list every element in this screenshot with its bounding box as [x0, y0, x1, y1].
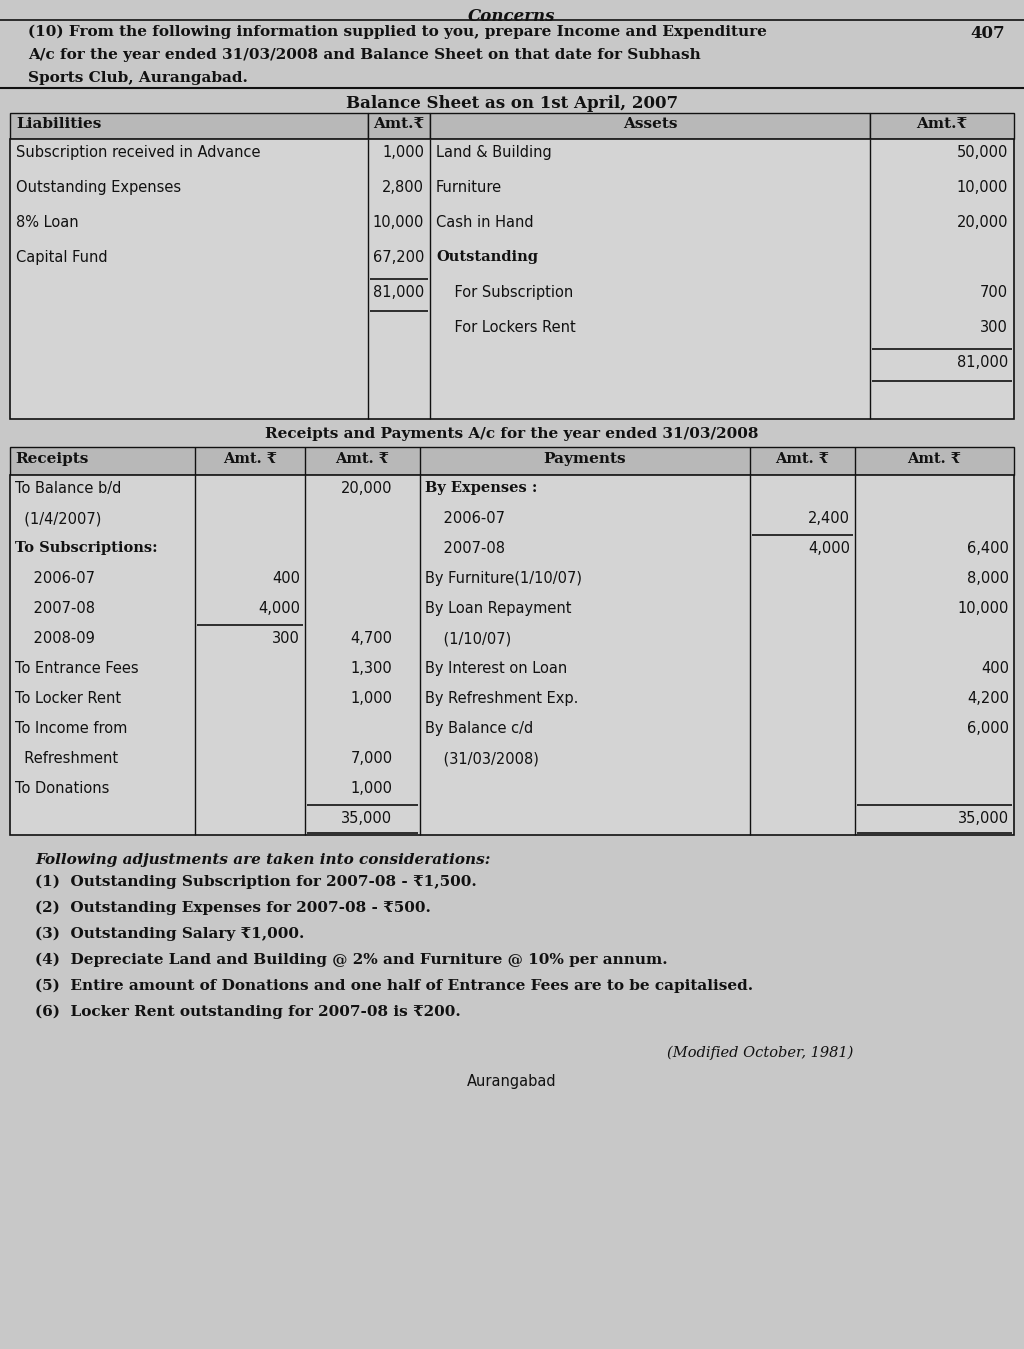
Text: Liabilities: Liabilities — [16, 117, 101, 131]
Text: Land & Building: Land & Building — [436, 144, 552, 161]
Text: By Refreshment Exp.: By Refreshment Exp. — [425, 691, 579, 706]
Text: (Modified October, 1981): (Modified October, 1981) — [667, 1045, 853, 1060]
Text: 81,000: 81,000 — [373, 285, 424, 299]
Text: 300: 300 — [272, 631, 300, 646]
Text: Furniture: Furniture — [436, 179, 502, 196]
Text: 407: 407 — [971, 26, 1005, 42]
Text: (5)  Entire amount of Donations and one half of Entrance Fees are to be capitali: (5) Entire amount of Donations and one h… — [35, 979, 753, 993]
Text: Outstanding: Outstanding — [436, 250, 538, 264]
Text: Amt.₹: Amt.₹ — [916, 117, 968, 131]
Text: Amt. ₹: Amt. ₹ — [223, 452, 276, 465]
Text: Amt.₹: Amt.₹ — [374, 117, 425, 131]
Text: 2007-08: 2007-08 — [425, 541, 505, 556]
Text: 81,000: 81,000 — [956, 355, 1008, 370]
Text: To Income from: To Income from — [15, 720, 127, 737]
Text: By Expenses :: By Expenses : — [425, 482, 538, 495]
Text: To Donations: To Donations — [15, 781, 110, 796]
Text: 2,800: 2,800 — [382, 179, 424, 196]
Text: (1)  Outstanding Subscription for 2007-08 - ₹1,500.: (1) Outstanding Subscription for 2007-08… — [35, 876, 477, 889]
Text: (2)  Outstanding Expenses for 2007-08 - ₹500.: (2) Outstanding Expenses for 2007-08 - ₹… — [35, 901, 431, 916]
Text: 2007-08: 2007-08 — [15, 602, 95, 616]
Bar — [368, 113, 430, 139]
Text: 6,400: 6,400 — [967, 541, 1009, 556]
Text: By Loan Repayment: By Loan Repayment — [425, 602, 571, 616]
Text: 300: 300 — [980, 320, 1008, 335]
Text: 35,000: 35,000 — [341, 811, 392, 826]
Text: 20,000: 20,000 — [956, 214, 1008, 229]
Text: Amt. ₹: Amt. ₹ — [775, 452, 829, 465]
Text: (31/03/2008): (31/03/2008) — [425, 751, 539, 766]
Text: Sports Club, Aurangabad.: Sports Club, Aurangabad. — [28, 71, 248, 85]
Text: 67,200: 67,200 — [373, 250, 424, 264]
Bar — [10, 447, 1014, 475]
Bar — [10, 139, 1014, 420]
Text: By Furniture(1/10/07): By Furniture(1/10/07) — [425, 571, 582, 585]
Text: 7,000: 7,000 — [350, 751, 392, 766]
Bar — [870, 113, 1014, 139]
Text: For Subscription: For Subscription — [436, 285, 573, 299]
Text: 1,000: 1,000 — [382, 144, 424, 161]
Text: 20,000: 20,000 — [341, 482, 392, 496]
Text: By Balance c/d: By Balance c/d — [425, 720, 534, 737]
Text: 2006-07: 2006-07 — [15, 571, 95, 585]
Text: 10,000: 10,000 — [956, 179, 1008, 196]
Text: (10) From the following information supplied to you, prepare Income and Expendit: (10) From the following information supp… — [28, 26, 767, 39]
Text: 35,000: 35,000 — [957, 811, 1009, 826]
Text: To Balance b/d: To Balance b/d — [15, 482, 122, 496]
Text: Subscription received in Advance: Subscription received in Advance — [16, 144, 260, 161]
Text: Amt. ₹: Amt. ₹ — [907, 452, 962, 465]
Text: Cash in Hand: Cash in Hand — [436, 214, 534, 229]
Text: 8% Loan: 8% Loan — [16, 214, 79, 229]
Text: 10,000: 10,000 — [373, 214, 424, 229]
Text: To Subscriptions:: To Subscriptions: — [15, 541, 158, 554]
Text: 700: 700 — [980, 285, 1008, 299]
Text: By Interest on Loan: By Interest on Loan — [425, 661, 567, 676]
Text: (1/4/2007): (1/4/2007) — [15, 511, 101, 526]
Text: 8,000: 8,000 — [967, 571, 1009, 585]
Text: (4)  Depreciate Land and Building @ 2% and Furniture @ 10% per annum.: (4) Depreciate Land and Building @ 2% an… — [35, 952, 668, 967]
Text: Concerns: Concerns — [468, 8, 556, 26]
Text: Capital Fund: Capital Fund — [16, 250, 108, 264]
Text: 10,000: 10,000 — [957, 602, 1009, 616]
Text: To Locker Rent: To Locker Rent — [15, 691, 121, 706]
Text: 6,000: 6,000 — [967, 720, 1009, 737]
Text: Aurangabad: Aurangabad — [467, 1074, 557, 1089]
Bar — [430, 113, 870, 139]
Bar — [10, 475, 1014, 835]
Text: For Lockers Rent: For Lockers Rent — [436, 320, 575, 335]
Text: (3)  Outstanding Salary ₹1,000.: (3) Outstanding Salary ₹1,000. — [35, 927, 304, 942]
Text: Balance Sheet as on 1st April, 2007: Balance Sheet as on 1st April, 2007 — [346, 94, 678, 112]
Text: To Entrance Fees: To Entrance Fees — [15, 661, 138, 676]
Text: 2006-07: 2006-07 — [425, 511, 505, 526]
Text: 1,300: 1,300 — [351, 661, 392, 676]
Text: 1,000: 1,000 — [350, 691, 392, 706]
Text: 4,000: 4,000 — [258, 602, 300, 616]
Text: A/c for the year ended 31/03/2008 and Balance Sheet on that date for Subhash: A/c for the year ended 31/03/2008 and Ba… — [28, 49, 700, 62]
Text: 400: 400 — [981, 661, 1009, 676]
Text: Following adjustments are taken into considerations:: Following adjustments are taken into con… — [35, 853, 490, 867]
Text: Outstanding Expenses: Outstanding Expenses — [16, 179, 181, 196]
Text: 1,000: 1,000 — [350, 781, 392, 796]
Text: 400: 400 — [272, 571, 300, 585]
Text: Receipts: Receipts — [15, 452, 88, 465]
Text: (1/10/07): (1/10/07) — [425, 631, 511, 646]
Text: 4,000: 4,000 — [808, 541, 850, 556]
Text: Refreshment: Refreshment — [15, 751, 118, 766]
Text: 4,200: 4,200 — [967, 691, 1009, 706]
Bar — [10, 113, 368, 139]
Text: Payments: Payments — [544, 452, 627, 465]
Text: (6)  Locker Rent outstanding for 2007-08 is ₹200.: (6) Locker Rent outstanding for 2007-08 … — [35, 1005, 461, 1020]
Text: Receipts and Payments A/c for the year ended 31/03/2008: Receipts and Payments A/c for the year e… — [265, 428, 759, 441]
Text: 50,000: 50,000 — [956, 144, 1008, 161]
Text: Assets: Assets — [623, 117, 677, 131]
Text: Amt. ₹: Amt. ₹ — [336, 452, 389, 465]
Text: 2008-09: 2008-09 — [15, 631, 95, 646]
Text: 4,700: 4,700 — [350, 631, 392, 646]
Text: 2,400: 2,400 — [808, 511, 850, 526]
